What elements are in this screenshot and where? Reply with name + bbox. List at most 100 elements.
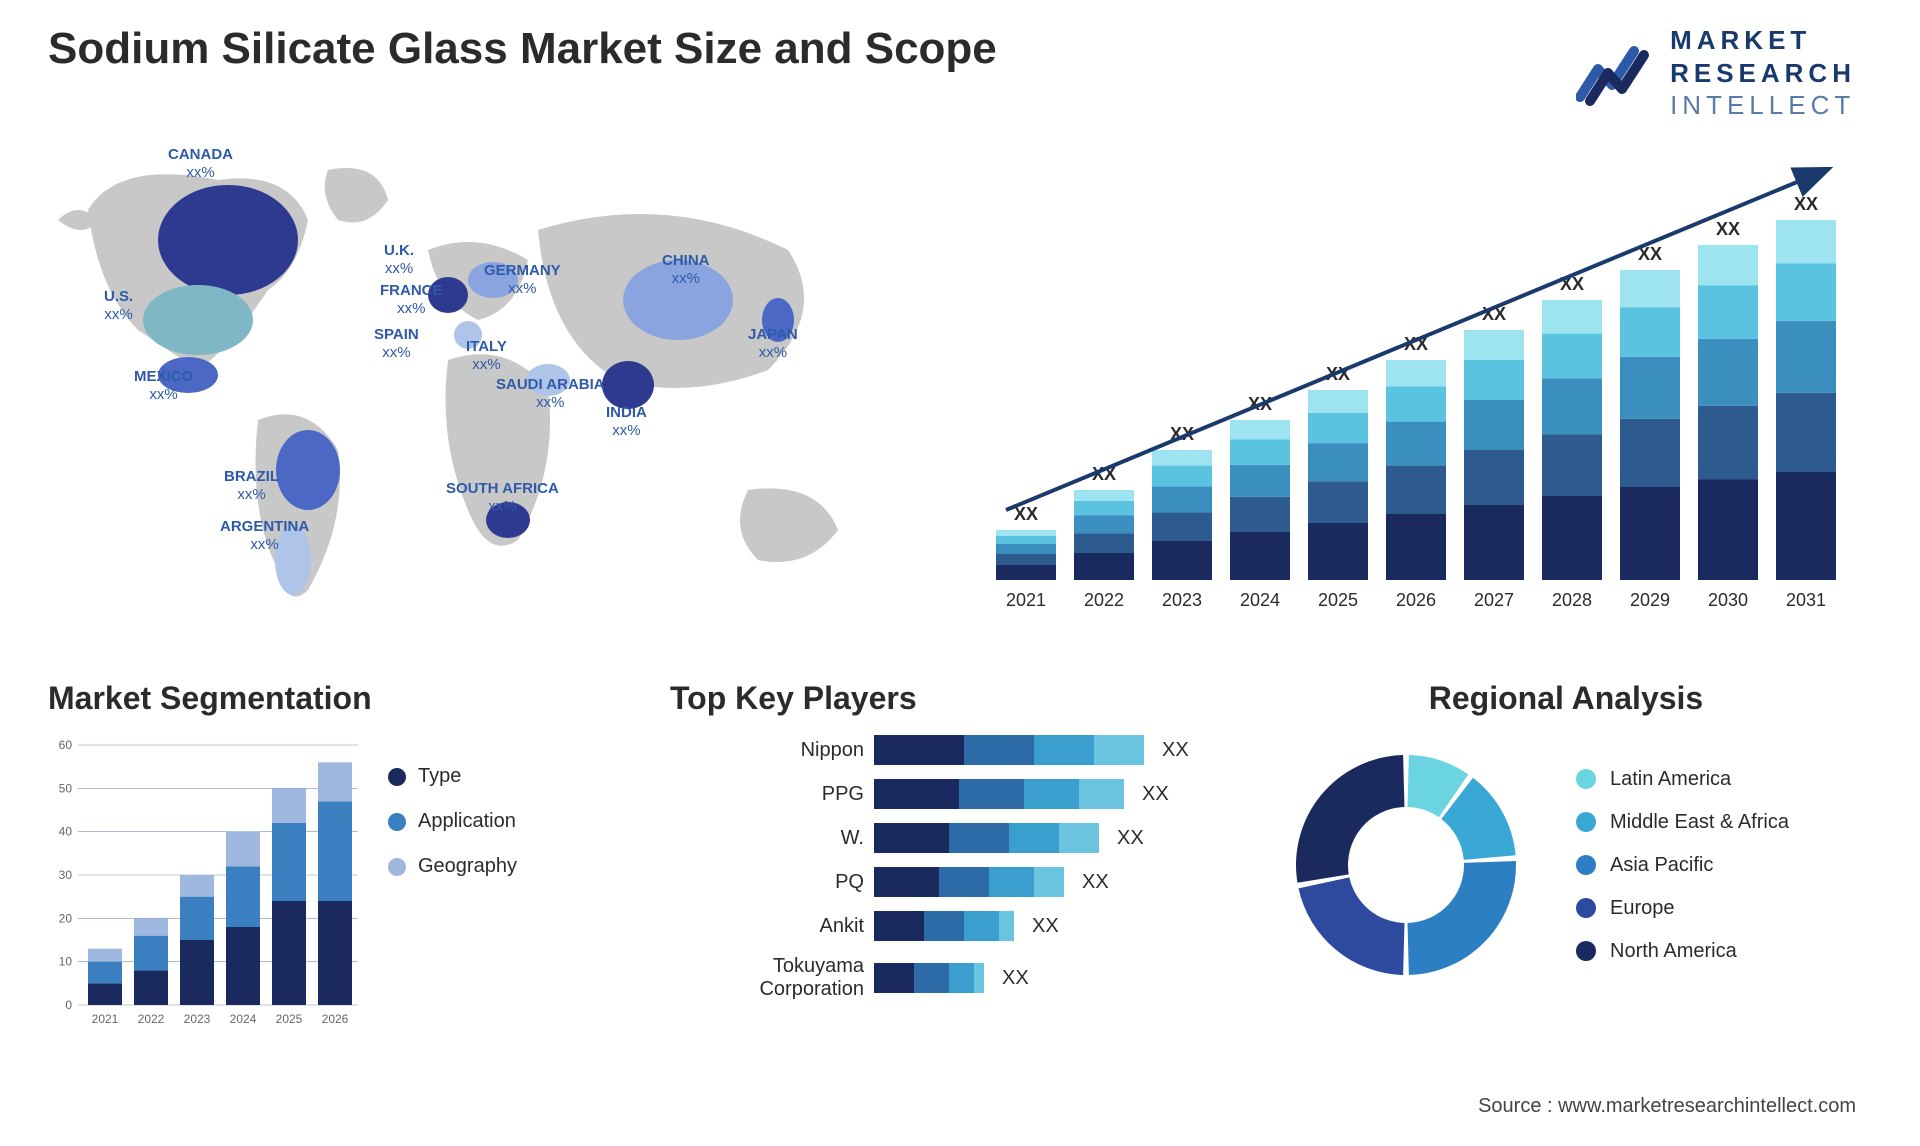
main-bar-seg xyxy=(1308,390,1368,413)
legend-label: Europe xyxy=(1610,897,1675,920)
main-bar-seg xyxy=(1542,378,1602,434)
svg-text:60: 60 xyxy=(59,738,73,752)
players-section: Top Key Players NipponXXPPGXXW.XXPQXXAnk… xyxy=(670,680,1230,1015)
main-bar-category: 2031 xyxy=(1786,590,1826,610)
main-bar-seg xyxy=(1542,496,1602,580)
svg-text:2021: 2021 xyxy=(92,1012,119,1026)
player-bar xyxy=(874,735,1144,765)
seg-legend-item: Application xyxy=(388,810,517,833)
player-bar-seg xyxy=(999,911,1014,941)
segmentation-chart: 0102030405060202120222023202420252026 xyxy=(48,735,358,1035)
legend-label: Geography xyxy=(418,855,517,878)
player-value: XX xyxy=(1148,739,1189,762)
main-bar-seg xyxy=(1542,434,1602,496)
player-bar-seg xyxy=(874,867,939,897)
seg-legend-item: Type xyxy=(388,765,517,788)
legend-label: Asia Pacific xyxy=(1610,854,1713,877)
segmentation-section: Market Segmentation 01020304050602021202… xyxy=(48,680,588,1035)
legend-swatch xyxy=(388,813,406,831)
main-bar-seg xyxy=(1776,393,1836,472)
main-bar-category: 2029 xyxy=(1630,590,1670,610)
player-value: XX xyxy=(1103,827,1144,850)
main-bar-seg xyxy=(1776,472,1836,580)
map-label-japan: JAPANxx% xyxy=(748,326,798,362)
map-label-spain: SPAINxx% xyxy=(374,326,419,362)
player-bar-seg xyxy=(874,963,914,993)
main-bar-seg xyxy=(1230,465,1290,497)
donut-slice xyxy=(1299,877,1405,975)
seg-bar-seg xyxy=(226,832,260,867)
player-bar-seg xyxy=(1024,779,1079,809)
source-credit: Source : www.marketresearchintellect.com xyxy=(1478,1095,1856,1118)
map-label-u-k-: U.K.xx% xyxy=(384,242,414,278)
svg-text:2022: 2022 xyxy=(138,1012,165,1026)
svg-text:50: 50 xyxy=(59,781,73,795)
segmentation-legend: Type Application Geography xyxy=(388,735,517,878)
main-bar-seg xyxy=(1152,486,1212,512)
seg-bar-seg xyxy=(226,866,260,927)
main-bar-seg xyxy=(1698,245,1758,285)
map-label-south-africa: SOUTH AFRICAxx% xyxy=(446,480,559,516)
seg-bar-seg xyxy=(272,823,306,901)
legend-label: Type xyxy=(418,765,461,788)
player-row: PPG XX xyxy=(670,779,1230,809)
player-bar-seg xyxy=(924,911,964,941)
main-bar-seg xyxy=(1074,501,1134,515)
seg-bar-seg xyxy=(272,788,306,823)
map-label-italy: ITALYxx% xyxy=(466,338,507,374)
legend-swatch xyxy=(1576,855,1596,875)
seg-bar-seg xyxy=(272,901,306,1005)
player-name: Nippon xyxy=(670,739,870,762)
player-row: Tokuyama CorporationXX xyxy=(670,955,1230,1001)
main-bar-seg xyxy=(1308,413,1368,443)
player-bar-seg xyxy=(964,911,999,941)
player-bar xyxy=(874,867,1064,897)
donut-slice xyxy=(1408,861,1516,975)
seg-bar-seg xyxy=(134,970,168,1005)
player-name: PPG xyxy=(670,783,870,806)
main-bar-seg xyxy=(1308,481,1368,523)
legend-swatch xyxy=(1576,812,1596,832)
player-name: W. xyxy=(670,827,870,850)
player-bar-seg xyxy=(949,963,974,993)
seg-bar-seg xyxy=(88,949,122,962)
seg-bar-seg xyxy=(180,897,214,940)
player-value: XX xyxy=(1068,871,1109,894)
world-map: CANADAxx%U.S.xx%MEXICOxx%BRAZILxx%ARGENT… xyxy=(48,140,918,640)
legend-swatch xyxy=(1576,769,1596,789)
player-bar xyxy=(874,823,1099,853)
page-title: Sodium Silicate Glass Market Size and Sc… xyxy=(48,24,997,74)
main-bar-seg xyxy=(1698,285,1758,339)
main-bar-seg xyxy=(1386,360,1446,386)
seg-bar-seg xyxy=(134,936,168,971)
main-bar-category: 2027 xyxy=(1474,590,1514,610)
svg-text:2025: 2025 xyxy=(276,1012,303,1026)
player-value: XX xyxy=(1018,915,1059,938)
legend-swatch xyxy=(1576,941,1596,961)
main-bar-seg xyxy=(1074,490,1134,501)
regional-legend-item: Europe xyxy=(1576,897,1789,920)
regional-legend-item: Latin America xyxy=(1576,768,1789,791)
main-bar-seg xyxy=(1230,532,1290,580)
player-bar xyxy=(874,963,984,993)
main-bar-seg xyxy=(1620,419,1680,487)
regional-legend: Latin AmericaMiddle East & AfricaAsia Pa… xyxy=(1576,768,1789,963)
player-bar-seg xyxy=(964,735,1034,765)
player-bar-seg xyxy=(939,867,989,897)
main-bar-category: 2021 xyxy=(1006,590,1046,610)
players-chart: NipponXXPPGXXW.XXPQXXAnkitXXTokuyama Cor… xyxy=(670,735,1230,1001)
map-label-india: INDIAxx% xyxy=(606,404,647,440)
player-bar xyxy=(874,911,1014,941)
main-bar-seg xyxy=(996,554,1056,565)
main-bar-seg xyxy=(1386,422,1446,466)
player-value: XX xyxy=(1128,783,1169,806)
seg-bar-seg xyxy=(134,918,168,935)
svg-text:2026: 2026 xyxy=(322,1012,349,1026)
main-bar-seg xyxy=(1386,386,1446,421)
main-bar-seg xyxy=(1308,523,1368,580)
main-bar-seg xyxy=(1464,450,1524,505)
main-chart-svg: XX2021XX2022XX2023XX2024XX2025XX2026XX20… xyxy=(986,150,1856,620)
legend-swatch xyxy=(388,768,406,786)
main-bar-seg xyxy=(996,536,1056,544)
main-bar-category: 2022 xyxy=(1084,590,1124,610)
